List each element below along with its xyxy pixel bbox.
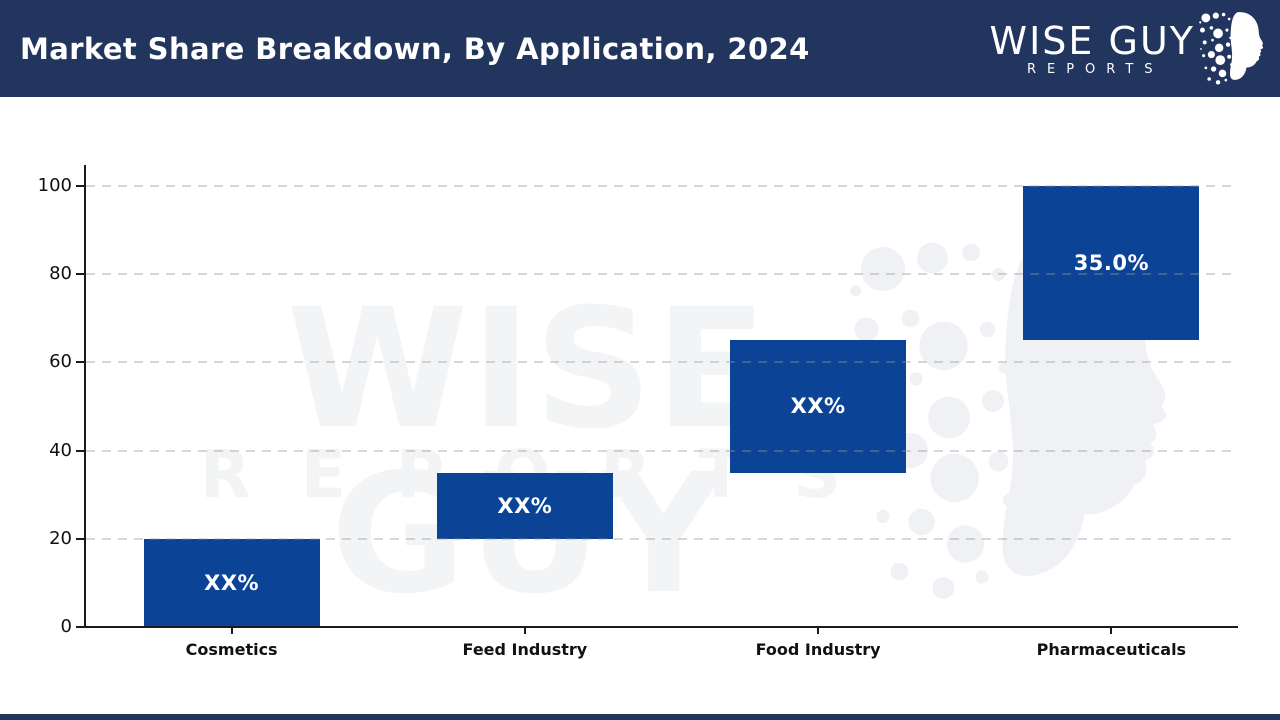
x-tick-mark-4 <box>1110 628 1113 634</box>
page-title: Market Share Breakdown, By Application, … <box>20 31 810 66</box>
logo-wordmark-line2: REPORTS <box>1026 61 1164 77</box>
gridline-20 <box>86 537 1238 540</box>
wiseguy-logo: WISE GUY REPORTS <box>990 9 1280 89</box>
bar-value-label: XX% <box>497 493 553 518</box>
y-tick-label-0: 0 <box>60 616 72 637</box>
x-axis-line <box>84 626 1238 628</box>
y-tick-label-100: 100 <box>37 175 72 196</box>
gridline-100 <box>86 185 1238 187</box>
bar-food-industry: XX% <box>730 340 907 473</box>
y-tick-label-80: 80 <box>49 263 72 285</box>
logo-head-icon <box>1199 11 1264 85</box>
x-tick-mark-3 <box>817 628 820 634</box>
y-tick-mark-100 <box>76 185 85 187</box>
logo-wordmark-line1: WISE GUY <box>989 18 1195 63</box>
x-tick-mark-1 <box>230 628 233 634</box>
chart-area: WISE GUY REPORTS <box>0 97 1280 714</box>
bar-feed-industry: XX% <box>436 472 613 539</box>
y-axis-line <box>84 165 86 627</box>
header-bar: Market Share Breakdown, By Application, … <box>0 0 1280 97</box>
bar-value-label: XX% <box>204 570 260 595</box>
bar-pharmaceuticals: 35.0% <box>1023 186 1200 341</box>
x-tick-label-feed-industry: Feed Industry <box>462 640 588 659</box>
x-tick-label-pharmaceuticals: Pharmaceuticals <box>1036 640 1187 659</box>
y-tick-mark-0 <box>76 626 85 628</box>
y-tick-mark-60 <box>76 361 85 364</box>
y-tick-label-20: 20 <box>49 527 72 549</box>
y-tick-mark-80 <box>76 273 85 276</box>
y-tick-mark-20 <box>76 537 85 540</box>
bar-value-label: 35.0% <box>1073 251 1150 276</box>
y-tick-label-60: 60 <box>49 351 72 373</box>
bar-cosmetics: XX% <box>143 538 320 627</box>
x-tick-mark-2 <box>523 628 526 634</box>
bar-value-label: XX% <box>790 394 846 419</box>
gridline-40 <box>86 449 1238 452</box>
plot: XX% XX% XX% 35.0% 0 20 40 60 80 100 Cosmetics Fee… <box>0 97 1280 714</box>
x-tick-label-food-industry: Food Industry <box>755 640 881 659</box>
gridline-80 <box>86 273 1238 276</box>
gridline-60 <box>86 361 1238 364</box>
x-tick-label-cosmetics: Cosmetics <box>185 640 278 659</box>
y-tick-label-40: 40 <box>49 439 72 461</box>
y-tick-mark-40 <box>76 449 85 452</box>
footer-bar <box>0 714 1280 720</box>
logo-wordmark: WISE GUY REPORTS <box>990 22 1195 76</box>
